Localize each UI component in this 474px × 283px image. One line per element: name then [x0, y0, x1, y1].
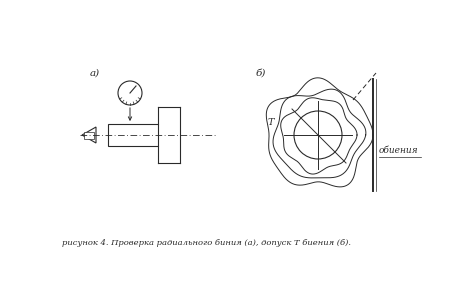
Text: а): а): [90, 69, 100, 78]
Circle shape: [118, 81, 142, 105]
Circle shape: [294, 111, 342, 159]
Bar: [84, 132, 94, 138]
Text: Т: Т: [268, 118, 274, 127]
Text: обиения: обиения: [379, 146, 419, 155]
Polygon shape: [82, 127, 96, 143]
Bar: [108, 124, 158, 146]
Text: рисунок 4. Проверка радиального биния (а), допуск Т биения (б).: рисунок 4. Проверка радиального биния (а…: [62, 239, 351, 247]
Text: б): б): [256, 69, 266, 78]
